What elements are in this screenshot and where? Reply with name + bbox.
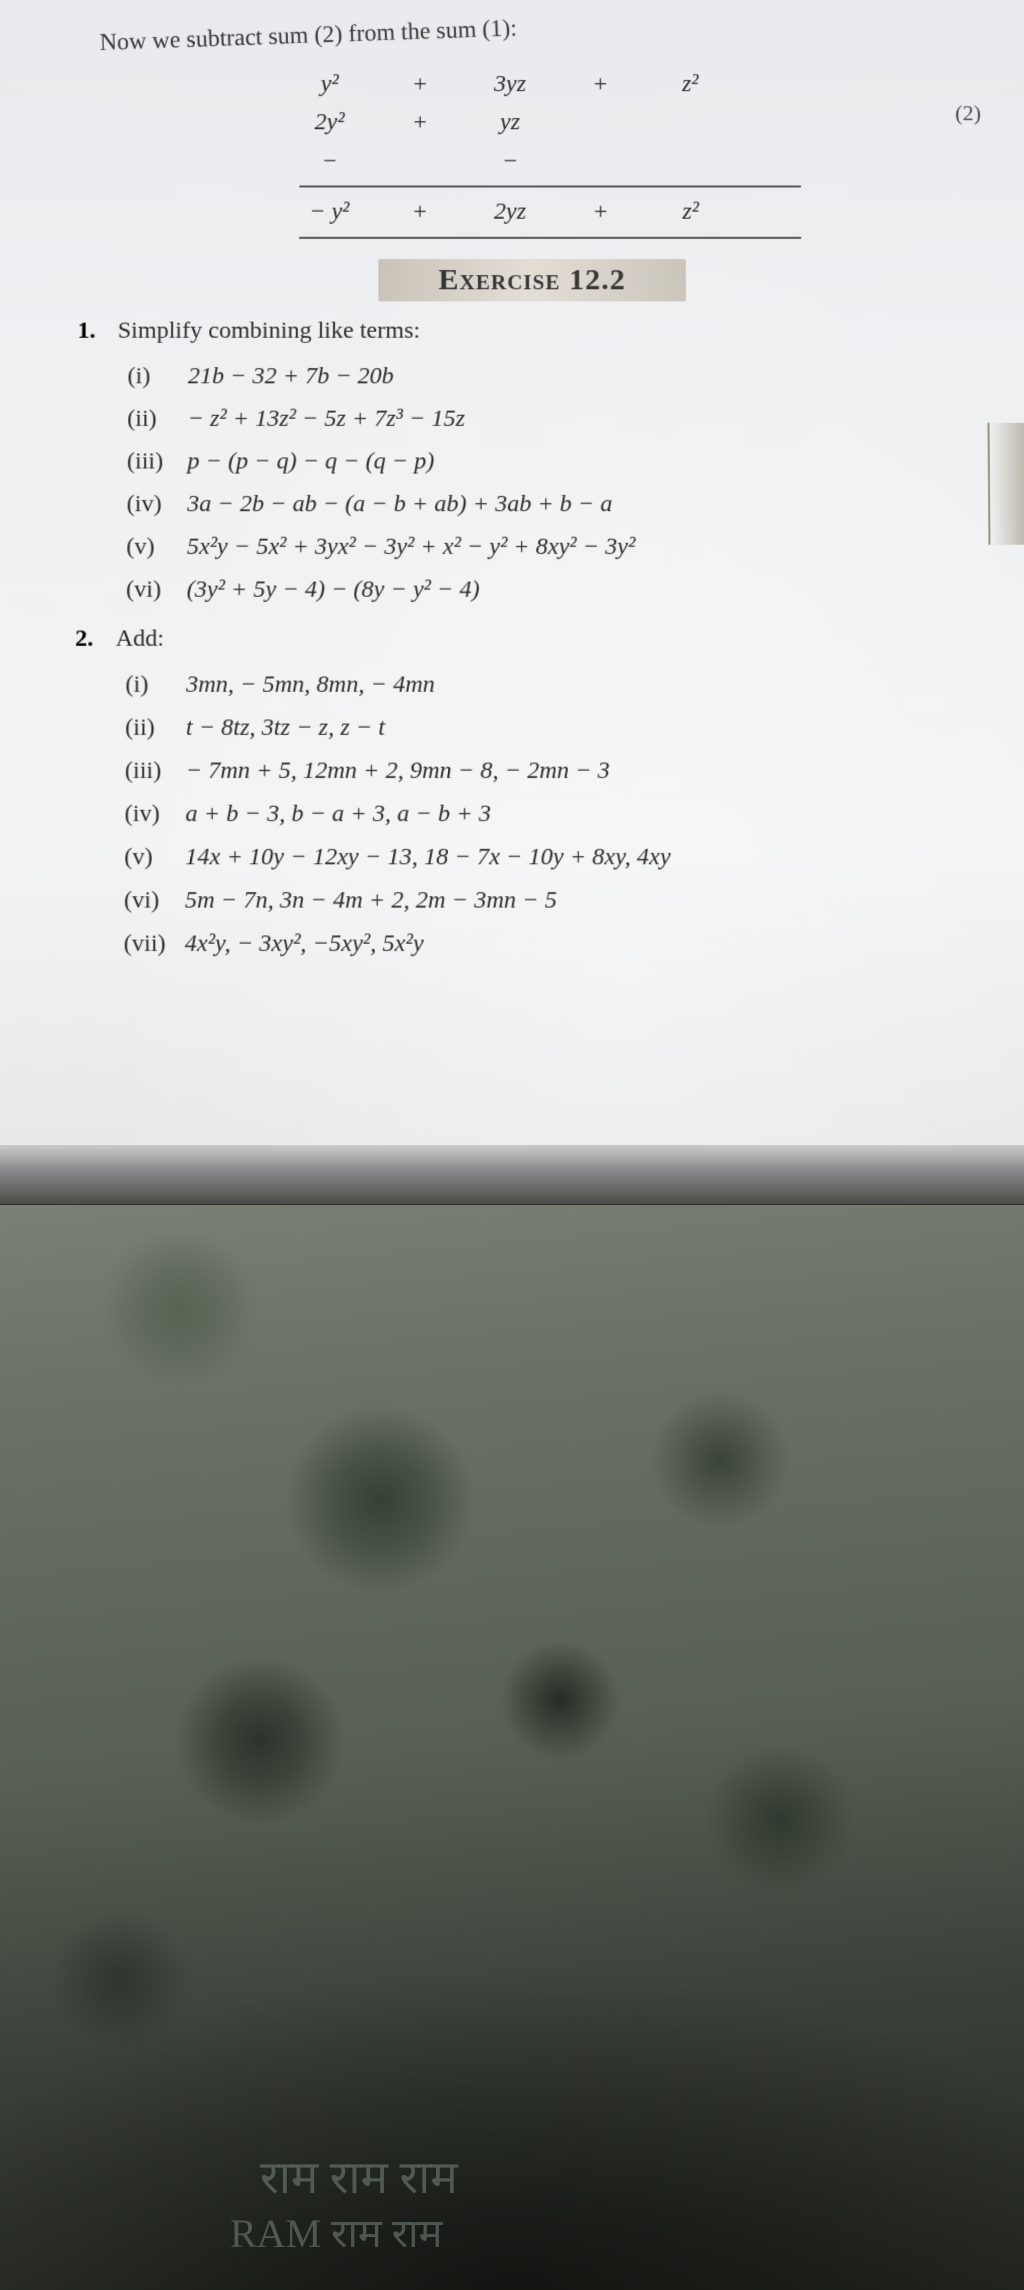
question-2-items: (i) 3mn, − 5mn, 8mn, − 4mn (ii) t − 8tz, 3… xyxy=(113,663,971,965)
subtraction-working: (2) y² + 3yz + z² 2y² + yz − − − y² + 2y… xyxy=(299,65,801,238)
term: 2yz xyxy=(480,193,540,232)
sign: − xyxy=(299,142,359,181)
item-math: a + b − 3, b − a + 3, a − b + 3 xyxy=(185,800,491,827)
item-label: (i) xyxy=(127,355,150,398)
list-item: (i) 21b − 32 + 7b − 20b xyxy=(127,355,967,398)
op: + xyxy=(390,65,450,103)
list-item: (v) 5x²y − 5x² + 3yx² − 3y² + x² − y² + 8… xyxy=(126,525,968,568)
item-label: (iii) xyxy=(127,440,164,483)
page-decoration xyxy=(987,423,1024,545)
item-math: p − (p − q) − q − (q − p) xyxy=(187,448,434,474)
item-label: (iv) xyxy=(126,482,161,525)
term: − y² xyxy=(299,193,359,232)
item-label: (v) xyxy=(126,525,155,568)
item-label: (vi) xyxy=(126,568,161,611)
op: + xyxy=(390,193,450,232)
item-label: (vii) xyxy=(124,922,166,965)
item-label: (iii) xyxy=(125,749,162,792)
rule-line xyxy=(299,186,801,188)
list-item: (vi) 5m − 7n, 3n − 4m + 2, 2m − 3mn − 5 xyxy=(124,878,971,921)
question-stem: Add: xyxy=(116,625,970,653)
intro-text: Now we subtract sum (2) from the sum (1)… xyxy=(99,0,964,57)
exercise-heading: Exercise 12.2 xyxy=(98,259,967,301)
list-item: (i) 3mn, − 5mn, 8mn, − 4mn xyxy=(125,663,969,706)
list-item: (ii) − z² + 13z² − 5z + 7z³ − 15z xyxy=(127,397,967,440)
list-item: (iv) a + b − 3, b − a + 3, a − b + 3 xyxy=(124,792,970,835)
op: + xyxy=(570,65,630,103)
item-label: (v) xyxy=(124,835,153,878)
term: 2y² xyxy=(299,104,359,143)
item-math: 3a − 2b − ab − (a − b + ab) + 3ab + b − … xyxy=(187,490,612,516)
question-number: 2. xyxy=(75,625,93,653)
question-stem: Simplify combining like terms: xyxy=(118,317,967,344)
question-number: 1. xyxy=(77,317,95,344)
question-1: 1. Simplify combining like terms: (i)21b… xyxy=(116,317,969,611)
list-item: (iii) − 7mn + 5, 12mn + 2, 9mn − 8, − 2mn… xyxy=(125,749,971,792)
list-item: (vii) 4x²y, − 3xy², −5xy², 5x²y xyxy=(124,922,972,965)
item-label: (iv) xyxy=(124,792,159,835)
item-label: (vi) xyxy=(124,878,159,921)
op: + xyxy=(390,104,450,143)
rule-line xyxy=(299,236,801,238)
item-math: − z² + 13z² − 5z + 7z³ − 15z xyxy=(188,405,465,431)
question-1-items: (i) 21b − 32 + 7b − 20b (ii) − z² + 13z² −… xyxy=(116,355,969,611)
item-math: 21b − 32 + 7b − 20b xyxy=(188,363,394,389)
item-math: t − 8tz, 3tz − z, z − t xyxy=(186,714,385,741)
equation-number: (2) xyxy=(955,95,981,130)
item-label: (i) xyxy=(125,663,148,706)
term: yz xyxy=(480,104,540,143)
term: z² xyxy=(660,65,720,103)
op: + xyxy=(570,193,630,232)
handwriting-line: RAM राम राम xyxy=(230,2208,458,2260)
list-item: (iii) p − (p − q) − q − (q − p) xyxy=(127,440,968,483)
term: z² xyxy=(660,193,720,232)
exercise-title-text: Exercise 12.2 xyxy=(438,263,625,296)
sign: − xyxy=(480,142,540,181)
list-item: (iv) 3a − 2b − ab − (a − b + ab) + 3ab + … xyxy=(126,482,968,525)
item-math: − 7mn + 5, 12mn + 2, 9mn − 8, − 2mn − 3 xyxy=(186,757,610,784)
list-item: (v) 14x + 10y − 12xy − 13, 18 − 7x − 10y … xyxy=(124,835,971,878)
question-2: 2. Add: (i)3mn, − 5mn, 8mn, − 4mn (ii)t … xyxy=(113,625,971,965)
item-label: (ii) xyxy=(125,706,155,749)
handwritten-notes: राम राम राम RAM राम राम xyxy=(260,2148,458,2260)
item-math: 4x²y, − 3xy², −5xy², 5x²y xyxy=(185,930,424,957)
handwriting-line: राम राम राम xyxy=(260,2148,458,2208)
list-item: (vi) (3y² + 5y − 4) − (8y − y² − 4) xyxy=(126,568,969,611)
item-math: 5x²y − 5x² + 3yx² − 3y² + x² − y² + 8xy²… xyxy=(187,533,635,559)
item-label: (ii) xyxy=(127,397,157,440)
item-math: 3mn, − 5mn, 8mn, − 4mn xyxy=(186,671,435,698)
item-math: 5m − 7n, 3n − 4m + 2, 2m − 3mn − 5 xyxy=(185,887,557,914)
desk-surface: राम राम राम RAM राम राम xyxy=(0,1180,1024,2290)
item-math: 14x + 10y − 12xy − 13, 18 − 7x − 10y + 8… xyxy=(185,843,671,870)
page-edge xyxy=(0,1145,1024,1205)
item-math: (3y² + 5y − 4) − (8y − y² − 4) xyxy=(187,576,480,603)
list-item: (ii) t − 8tz, 3tz − z, z − t xyxy=(125,706,970,749)
textbook-page: Now we subtract sum (2) from the sum (1)… xyxy=(0,0,1024,1225)
term: y² xyxy=(300,65,360,103)
term: 3yz xyxy=(480,65,540,103)
